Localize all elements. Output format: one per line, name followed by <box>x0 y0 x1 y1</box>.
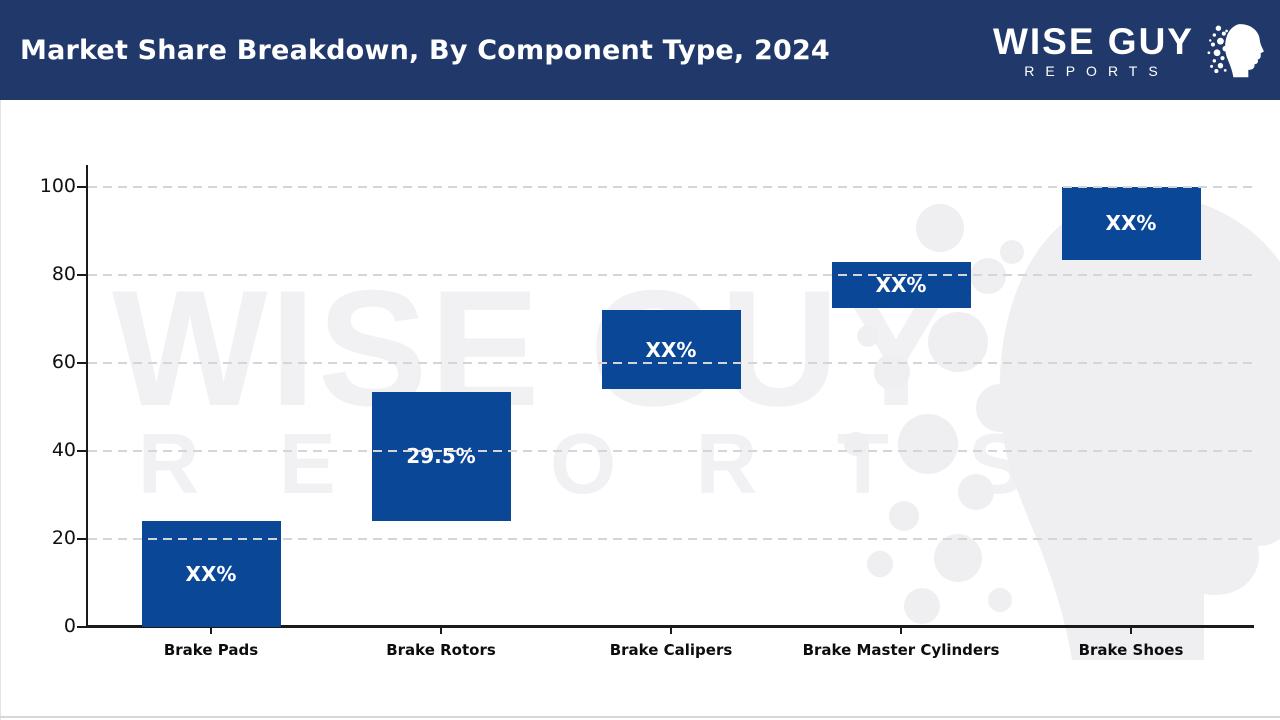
watermark-wordmark: WISE GUY <box>112 256 954 440</box>
gridline-40 <box>88 450 1252 452</box>
y-tick-label-40: 40 <box>51 439 76 461</box>
x-tick-mark-3 <box>900 627 902 634</box>
bar-value-label: XX% <box>1105 211 1157 236</box>
x-category-label-1: Brake Rotors <box>386 641 496 659</box>
y-tick-label-0: 0 <box>63 615 76 637</box>
logo-text: WISE GUY REPORTS <box>993 23 1194 78</box>
y-tick-label-60: 60 <box>51 351 76 373</box>
bar-brake-calipers: XX% <box>601 310 741 390</box>
x-tick-mark-0 <box>210 627 212 634</box>
x-tick-mark-4 <box>1130 627 1132 634</box>
x-category-label-4: Brake Shoes <box>1078 641 1184 659</box>
gridline-20 <box>88 538 1252 540</box>
x-tick-mark-2 <box>670 627 672 634</box>
gridline-80 <box>88 274 1252 276</box>
logo-wordmark: WISE GUY <box>992 20 1194 62</box>
bar-brake-rotors: 29.5% <box>371 391 511 522</box>
bar-value-label: 29.5% <box>406 444 476 469</box>
bar-brake-master-cylinders: XX% <box>831 261 971 308</box>
y-tick-mark-0 <box>77 626 87 628</box>
y-tick-mark-60 <box>77 362 87 364</box>
bar-value-label: XX% <box>185 562 237 587</box>
page-title: Market Share Breakdown, By Component Typ… <box>20 34 830 66</box>
watermark-face-icon <box>844 192 1280 660</box>
x-category-label-3: Brake Master Cylinders <box>802 641 1000 659</box>
bottom-border-line <box>0 716 1280 718</box>
y-tick-mark-80 <box>77 274 87 276</box>
y-tick-mark-20 <box>77 538 87 540</box>
x-tick-mark-1 <box>440 627 442 634</box>
chart-area: WISE GUY R E P O R T S 0 20 40 60 80 100 XX% Br… <box>0 100 1280 720</box>
y-tick-label-100: 100 <box>39 175 76 197</box>
header-bar: Market Share Breakdown, By Component Typ… <box>0 0 1280 100</box>
wiseguy-logo: WISE GUY REPORTS <box>993 12 1266 88</box>
logo-subtitle: REPORTS <box>1024 62 1169 79</box>
x-axis-line <box>86 625 1254 628</box>
x-category-label-2: Brake Calipers <box>609 641 733 659</box>
bar-value-label: XX% <box>875 272 927 297</box>
x-category-label-0: Brake Pads <box>163 641 259 659</box>
gridline-100 <box>88 186 1252 188</box>
y-tick-mark-40 <box>77 450 87 452</box>
watermark-subtitle: R E P O R T S <box>138 417 1054 512</box>
gridline-60 <box>88 362 1252 364</box>
y-axis-line <box>86 165 88 628</box>
y-tick-label-20: 20 <box>51 527 76 549</box>
bar-value-label: XX% <box>645 337 697 362</box>
logo-face-icon <box>1207 24 1264 78</box>
bar-brake-shoes: XX% <box>1061 187 1201 260</box>
left-edge-divider <box>0 100 1 720</box>
y-tick-label-80: 80 <box>51 263 76 285</box>
y-tick-mark-100 <box>77 186 87 188</box>
